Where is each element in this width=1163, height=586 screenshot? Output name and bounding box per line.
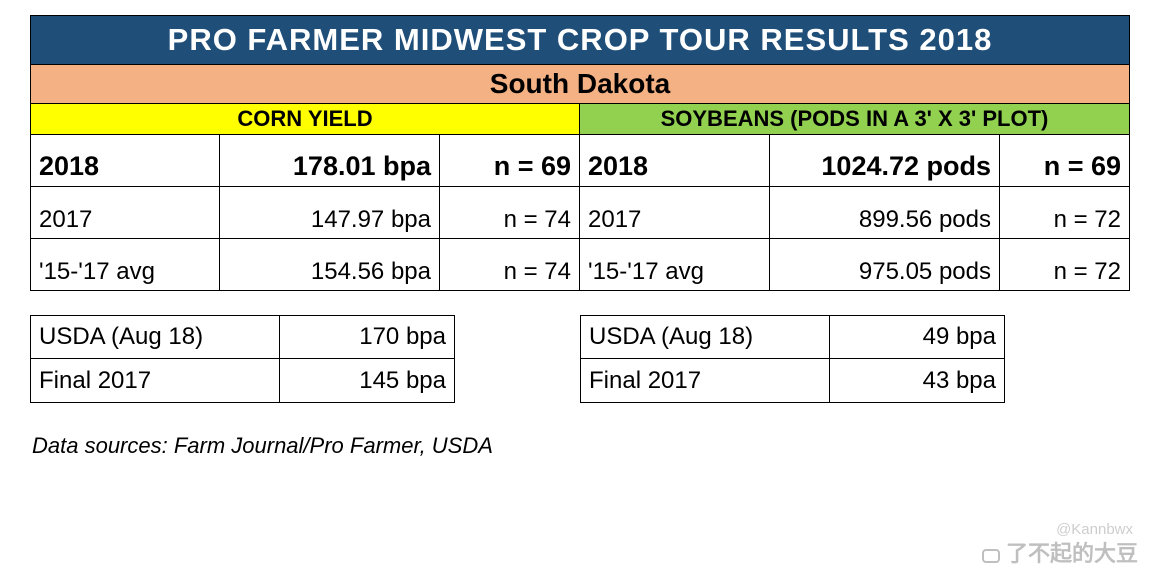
soy-year: 2018 [580,135,770,187]
watermark-main: 了不起的大豆 [982,536,1138,568]
lower-row: Final 2017 145 bpa Final 2017 43 bpa [30,359,1130,403]
corn-year: '15-'17 avg [30,239,220,291]
report-frame: PRO FARMER MIDWEST CROP TOUR RESULTS 201… [30,15,1130,459]
soy-n: n = 72 [1000,239,1130,291]
state-bar: South Dakota [30,65,1130,104]
spacer [30,291,1130,315]
soy-year: 2017 [580,187,770,239]
table-row: 2018 178.01 bpa n = 69 2018 1024.72 pods… [30,135,1130,187]
corn-value: 147.97 bpa [220,187,440,239]
soy-usda-value: 49 bpa [830,315,1005,359]
soy-year: '15-'17 avg [580,239,770,291]
chat-bubble-icon [982,549,1000,563]
corn-usda-value: 170 bpa [280,315,455,359]
corn-n: n = 69 [440,135,580,187]
soy-n: n = 72 [1000,187,1130,239]
watermark-text: 了不起的大豆 [1006,541,1138,566]
corn-header: CORN YIELD [30,104,580,135]
corn-year: 2017 [30,187,220,239]
soy-usda-label: USDA (Aug 18) [580,315,830,359]
table-row: '15-'17 avg 154.56 bpa n = 74 '15-'17 av… [30,239,1130,291]
spacer [455,359,580,403]
spacer [455,315,580,359]
soy-header: SOYBEANS (PODS IN A 3' X 3' PLOT) [580,104,1130,135]
corn-year: 2018 [30,135,220,187]
corn-n: n = 74 [440,239,580,291]
section-header-row: CORN YIELD SOYBEANS (PODS IN A 3' X 3' P… [30,104,1130,135]
title-bar: PRO FARMER MIDWEST CROP TOUR RESULTS 201… [30,15,1130,65]
corn-n: n = 74 [440,187,580,239]
soy-value: 975.05 pods [770,239,1000,291]
lower-row: USDA (Aug 18) 170 bpa USDA (Aug 18) 49 b… [30,315,1130,359]
corn-usda-label: USDA (Aug 18) [30,315,280,359]
data-sources: Data sources: Farm Journal/Pro Farmer, U… [30,403,1130,459]
corn-value: 178.01 bpa [220,135,440,187]
corn-final-label: Final 2017 [30,359,280,403]
soy-final-label: Final 2017 [580,359,830,403]
corn-value: 154.56 bpa [220,239,440,291]
table-row: 2017 147.97 bpa n = 74 2017 899.56 pods … [30,187,1130,239]
soy-final-value: 43 bpa [830,359,1005,403]
soy-n: n = 69 [1000,135,1130,187]
corn-final-value: 145 bpa [280,359,455,403]
soy-value: 1024.72 pods [770,135,1000,187]
soy-value: 899.56 pods [770,187,1000,239]
